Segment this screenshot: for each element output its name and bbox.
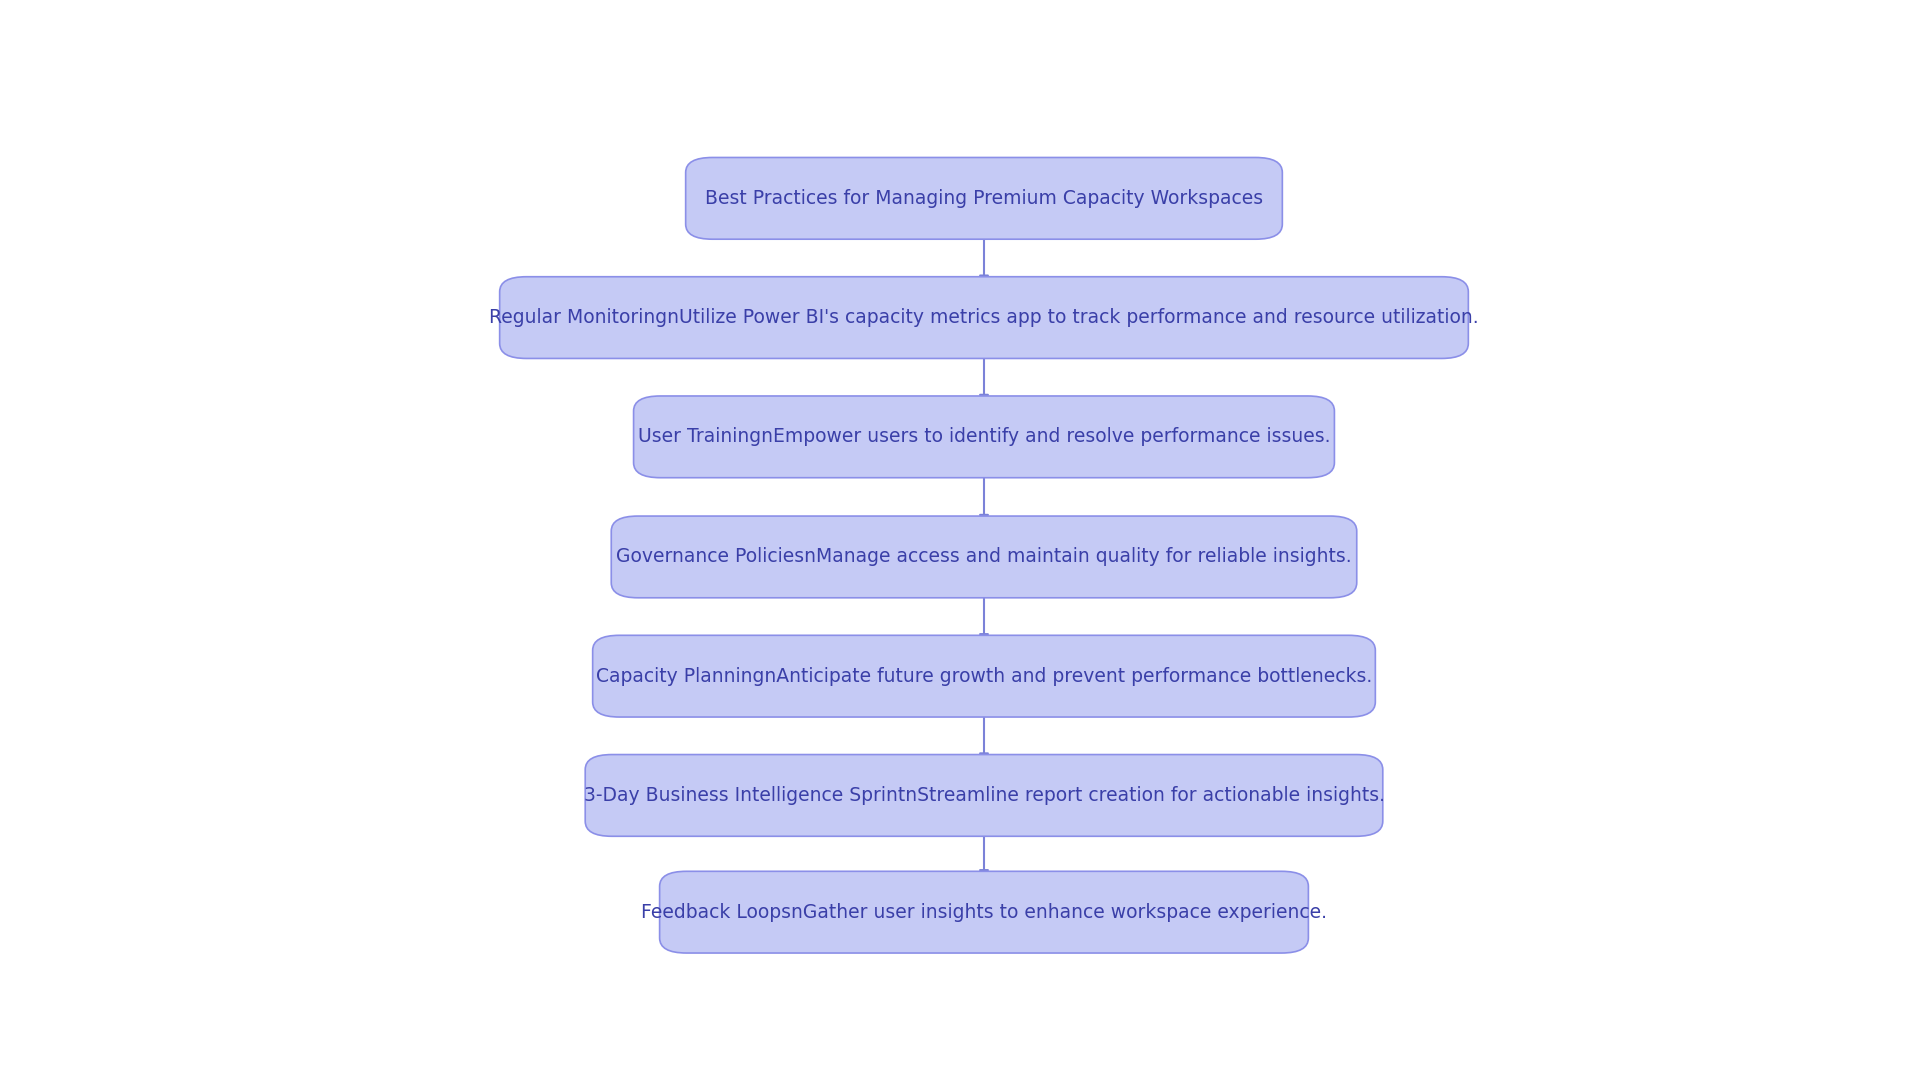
Text: Feedback LoopsnGather user insights to enhance workspace experience.: Feedback LoopsnGather user insights to e… xyxy=(641,902,1327,922)
FancyBboxPatch shape xyxy=(634,396,1334,478)
Text: Governance PoliciesnManage access and maintain quality for reliable insights.: Governance PoliciesnManage access and ma… xyxy=(616,547,1352,566)
FancyBboxPatch shape xyxy=(660,872,1308,953)
FancyBboxPatch shape xyxy=(499,277,1469,358)
FancyBboxPatch shape xyxy=(685,157,1283,239)
Text: User TrainingnEmpower users to identify and resolve performance issues.: User TrainingnEmpower users to identify … xyxy=(637,428,1331,446)
Text: Best Practices for Managing Premium Capacity Workspaces: Best Practices for Managing Premium Capa… xyxy=(705,188,1263,208)
FancyBboxPatch shape xyxy=(611,517,1357,598)
Text: Regular MonitoringnUtilize Power BI's capacity metrics app to track performance : Regular MonitoringnUtilize Power BI's ca… xyxy=(490,308,1478,327)
Text: Capacity PlanningnAnticipate future growth and prevent performance bottlenecks.: Capacity PlanningnAnticipate future grow… xyxy=(595,667,1373,686)
FancyBboxPatch shape xyxy=(586,755,1382,836)
Text: 3-Day Business Intelligence SprintnStreamline report creation for actionable ins: 3-Day Business Intelligence SprintnStrea… xyxy=(584,786,1384,805)
FancyBboxPatch shape xyxy=(593,636,1375,717)
